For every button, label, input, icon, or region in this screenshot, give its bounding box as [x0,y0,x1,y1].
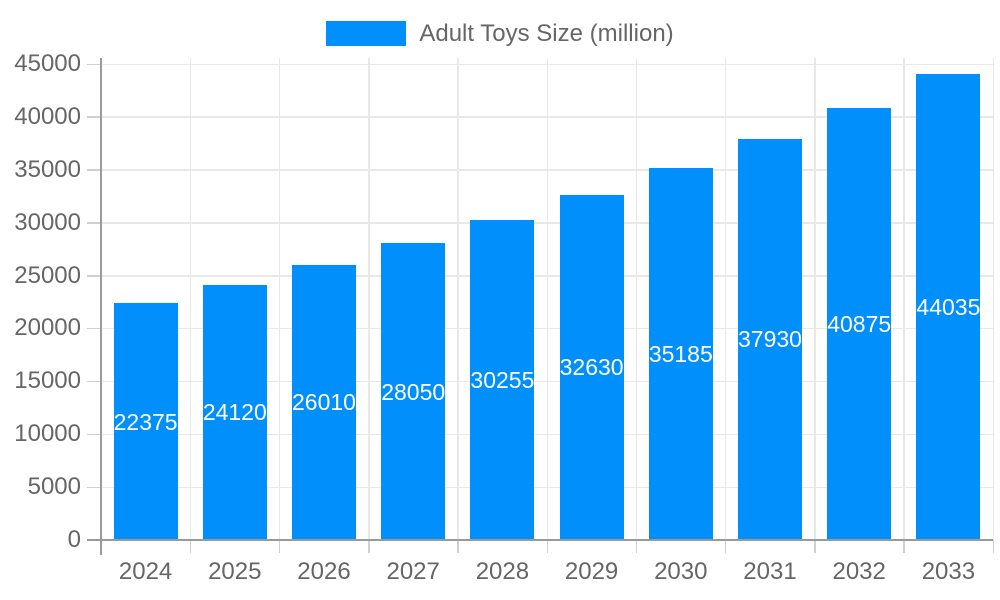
gridline-vertical [368,58,370,540]
x-axis-tick [189,540,192,553]
x-axis-tick [368,540,370,553]
y-axis-tick [87,433,101,436]
gridline-vertical [546,58,548,540]
gridline-vertical [724,58,727,540]
bar-value-label: 22375 [113,408,178,435]
x-axis-label-2030: 2030 [654,558,708,585]
bar-value-label: 26010 [292,389,356,416]
bar-value-label: 44035 [916,294,981,321]
x-axis-label-2028: 2028 [475,558,530,585]
legend-swatch [326,20,407,46]
gridline-vertical [814,58,816,540]
bar-value-label: 24120 [202,399,267,426]
y-axis-label: 10000 [14,420,81,448]
y-axis-label: 5000 [27,473,81,501]
y-axis-label: 25000 [14,261,81,289]
y-axis-tick [87,116,101,118]
bar-2028[interactable] [470,219,535,540]
gridline-vertical [903,58,905,540]
x-axis-tick [546,540,548,553]
x-axis-line [87,539,993,541]
x-axis-label-2031: 2031 [743,558,797,585]
legend-label: Adult Toys Size (million) [419,19,674,47]
y-axis-label: 20000 [14,314,81,342]
x-axis-label-2027: 2027 [386,558,440,585]
y-axis-line [99,58,102,555]
x-axis-tick [814,540,816,553]
bar-value-label: 40875 [827,310,892,337]
bar-2024[interactable] [113,303,178,540]
bar-value-label: 30255 [470,366,535,393]
bar-value-label: 28050 [381,378,446,405]
bar-2029[interactable] [559,194,624,540]
gridline-vertical [457,58,459,540]
bar-value-label: 35185 [648,340,713,367]
x-axis-label-2024: 2024 [118,558,173,585]
y-axis-label: 40000 [14,102,81,130]
x-axis-label-2033: 2033 [921,558,976,585]
bar-2030[interactable] [648,167,713,540]
y-axis-tick [87,275,101,277]
gridline-vertical [635,58,638,540]
x-axis-tick [992,540,994,553]
bar-2033[interactable] [916,74,981,540]
x-axis-tick [635,540,638,553]
bar-2027[interactable] [381,243,446,540]
gridline-vertical [189,58,192,540]
y-axis-label: 35000 [14,155,81,183]
bar-2031[interactable] [738,138,802,540]
gridline-vertical [992,58,994,540]
y-axis-label: 30000 [14,208,81,236]
bar-2025[interactable] [202,284,267,540]
bar-value-label: 37930 [738,326,802,353]
y-axis-tick [87,222,101,224]
y-axis-label: 15000 [14,367,81,395]
y-axis-label: 0 [67,526,81,553]
x-axis-label-2025: 2025 [208,558,262,585]
y-axis-tick [87,169,101,171]
y-axis-tick [87,380,101,383]
x-axis-tick [457,540,459,553]
bar-2032[interactable] [827,107,892,540]
bar-2026[interactable] [292,264,356,540]
y-axis-tick [87,486,101,489]
gridline-vertical [278,58,281,540]
x-axis-tick [724,540,727,553]
bar-value-label: 32630 [559,354,624,381]
x-axis-tick [278,540,281,553]
x-axis-label-2026: 2026 [297,558,351,585]
y-axis-tick [87,327,101,330]
x-axis-label-2029: 2029 [564,558,619,585]
x-axis-tick [903,540,905,553]
chart-legend[interactable]: Adult Toys Size (million) [0,20,1000,46]
x-axis-label-2032: 2032 [832,558,886,585]
y-axis-label: 45000 [14,50,81,77]
y-axis-tick [87,63,101,65]
